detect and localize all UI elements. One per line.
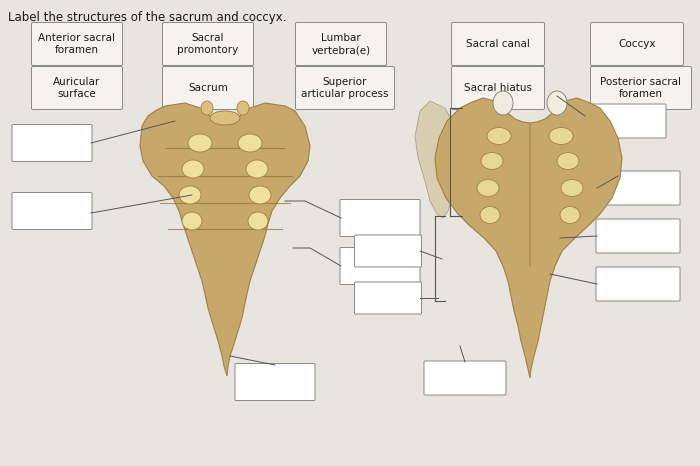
FancyBboxPatch shape xyxy=(162,22,253,66)
Ellipse shape xyxy=(493,91,513,115)
Ellipse shape xyxy=(182,212,202,230)
Text: Sacral hiatus: Sacral hiatus xyxy=(464,83,532,93)
Text: Coccyx: Coccyx xyxy=(618,39,656,49)
Text: Posterior sacral
foramen: Posterior sacral foramen xyxy=(601,77,682,99)
Text: Sacrum: Sacrum xyxy=(188,83,228,93)
Ellipse shape xyxy=(557,152,579,170)
FancyBboxPatch shape xyxy=(295,22,386,66)
Ellipse shape xyxy=(249,186,271,204)
FancyBboxPatch shape xyxy=(452,67,545,110)
Ellipse shape xyxy=(561,179,583,197)
FancyBboxPatch shape xyxy=(295,67,395,110)
Text: Lumbar
vertebra(e): Lumbar vertebra(e) xyxy=(312,33,370,55)
FancyBboxPatch shape xyxy=(32,22,122,66)
FancyBboxPatch shape xyxy=(162,67,253,110)
Text: Superior
articular process: Superior articular process xyxy=(301,77,389,99)
Polygon shape xyxy=(435,98,622,378)
Ellipse shape xyxy=(188,134,212,152)
Ellipse shape xyxy=(477,179,499,197)
FancyBboxPatch shape xyxy=(596,267,680,301)
Ellipse shape xyxy=(179,186,201,204)
Text: Sacral canal: Sacral canal xyxy=(466,39,530,49)
Ellipse shape xyxy=(248,212,268,230)
FancyBboxPatch shape xyxy=(235,363,315,400)
FancyBboxPatch shape xyxy=(340,247,420,285)
Ellipse shape xyxy=(547,91,567,115)
Ellipse shape xyxy=(237,101,249,115)
Ellipse shape xyxy=(480,206,500,224)
FancyBboxPatch shape xyxy=(340,199,420,237)
FancyBboxPatch shape xyxy=(596,171,680,205)
Ellipse shape xyxy=(487,128,511,144)
Ellipse shape xyxy=(210,111,240,125)
Polygon shape xyxy=(415,101,460,218)
Ellipse shape xyxy=(481,152,503,170)
FancyBboxPatch shape xyxy=(596,219,680,253)
Text: Sacral
promontory: Sacral promontory xyxy=(177,33,239,55)
FancyBboxPatch shape xyxy=(452,22,545,66)
FancyBboxPatch shape xyxy=(32,67,122,110)
FancyBboxPatch shape xyxy=(12,192,92,229)
FancyBboxPatch shape xyxy=(354,235,421,267)
Text: Label the structures of the sacrum and coccyx.: Label the structures of the sacrum and c… xyxy=(8,11,286,24)
FancyBboxPatch shape xyxy=(424,361,506,395)
FancyBboxPatch shape xyxy=(354,282,421,314)
Ellipse shape xyxy=(238,134,262,152)
Ellipse shape xyxy=(560,206,580,224)
Ellipse shape xyxy=(201,101,213,115)
Text: Anterior sacral
foramen: Anterior sacral foramen xyxy=(38,33,116,55)
FancyBboxPatch shape xyxy=(12,124,92,162)
Polygon shape xyxy=(140,103,310,376)
Ellipse shape xyxy=(246,160,268,178)
FancyBboxPatch shape xyxy=(591,67,692,110)
FancyBboxPatch shape xyxy=(591,22,683,66)
Text: Auricular
surface: Auricular surface xyxy=(53,77,101,99)
Ellipse shape xyxy=(549,128,573,144)
FancyBboxPatch shape xyxy=(584,104,666,138)
Ellipse shape xyxy=(182,160,204,178)
